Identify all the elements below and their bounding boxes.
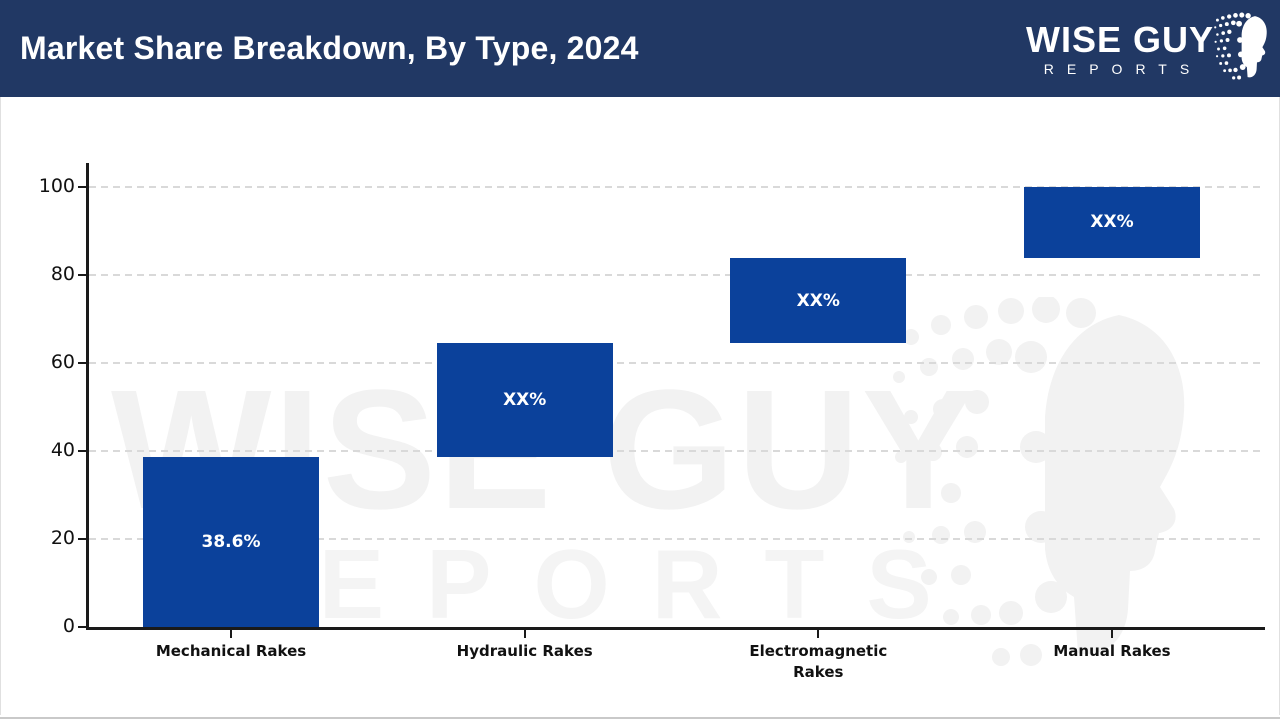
header-bar: Market Share Breakdown, By Type, 2024 WI… — [0, 0, 1280, 97]
logo-wordmark: WISE GUY REPORTS — [1025, 18, 1214, 77]
y-axis-tick-label: 60 — [50, 351, 75, 373]
y-axis-tick — [78, 450, 87, 452]
x-axis-tick — [817, 630, 820, 638]
y-axis-tick — [78, 362, 87, 364]
x-axis-category-label: Manual Rakes — [1053, 642, 1171, 660]
page-title: Market Share Breakdown, By Type, 2024 — [20, 30, 639, 66]
y-axis-tick-label: 40 — [50, 439, 75, 461]
y-axis-tick — [78, 538, 87, 540]
y-axis-tick — [78, 626, 87, 628]
bar-segment-1: 38.6% — [143, 457, 319, 627]
gridline-y40 — [89, 450, 1265, 452]
bar-segment-2: XX% — [436, 343, 613, 458]
bar-value-label: 38.6% — [201, 532, 261, 553]
gridline-y80 — [89, 274, 1265, 276]
chart-area: WISE GUY REPORTS 0 20 40 60 80 100 38.6% Mechan… — [0, 97, 1280, 715]
wise-guy-reports-logo: WISE GUY REPORTS — [1026, 8, 1268, 90]
y-axis-tick — [78, 186, 87, 188]
x-axis-category-label: Hydraulic Rakes — [456, 642, 593, 660]
x-axis-tick — [1111, 630, 1113, 638]
bottom-divider — [0, 717, 1280, 719]
x-axis-tick — [230, 630, 232, 638]
y-axis-tick — [78, 274, 87, 276]
y-axis-tick-label: 100 — [38, 175, 75, 197]
dotted-head-icon — [1214, 12, 1267, 80]
gridline-y100 — [89, 186, 1265, 188]
plot: 0 20 40 60 80 100 38.6% Mechanical Rakes XX% Hydr… — [1, 97, 1279, 715]
bar-value-label: XX% — [1090, 212, 1134, 233]
bar-value-label: XX% — [503, 390, 547, 411]
x-axis-category-label: Mechanical Rakes — [155, 642, 307, 660]
gridline-y60 — [89, 362, 1265, 364]
x-axis-category-label: Electromagnetic Rakes — [749, 642, 888, 681]
y-axis-tick-label: 80 — [50, 263, 75, 285]
bar-segment-4: XX% — [1024, 187, 1200, 258]
y-axis-spine — [86, 163, 89, 630]
x-axis-spine — [86, 627, 1265, 630]
gridline-y20 — [89, 538, 1265, 540]
y-axis-tick-label: 0 — [62, 615, 75, 637]
bar-value-label: XX% — [796, 290, 840, 311]
logo-reports-text: REPORTS — [1043, 60, 1203, 77]
logo-wise-guy-text: WISE GUY — [1025, 18, 1214, 60]
x-axis-tick — [523, 630, 526, 638]
bar-segment-3: XX% — [730, 257, 907, 344]
y-axis-tick-label: 20 — [50, 527, 75, 549]
